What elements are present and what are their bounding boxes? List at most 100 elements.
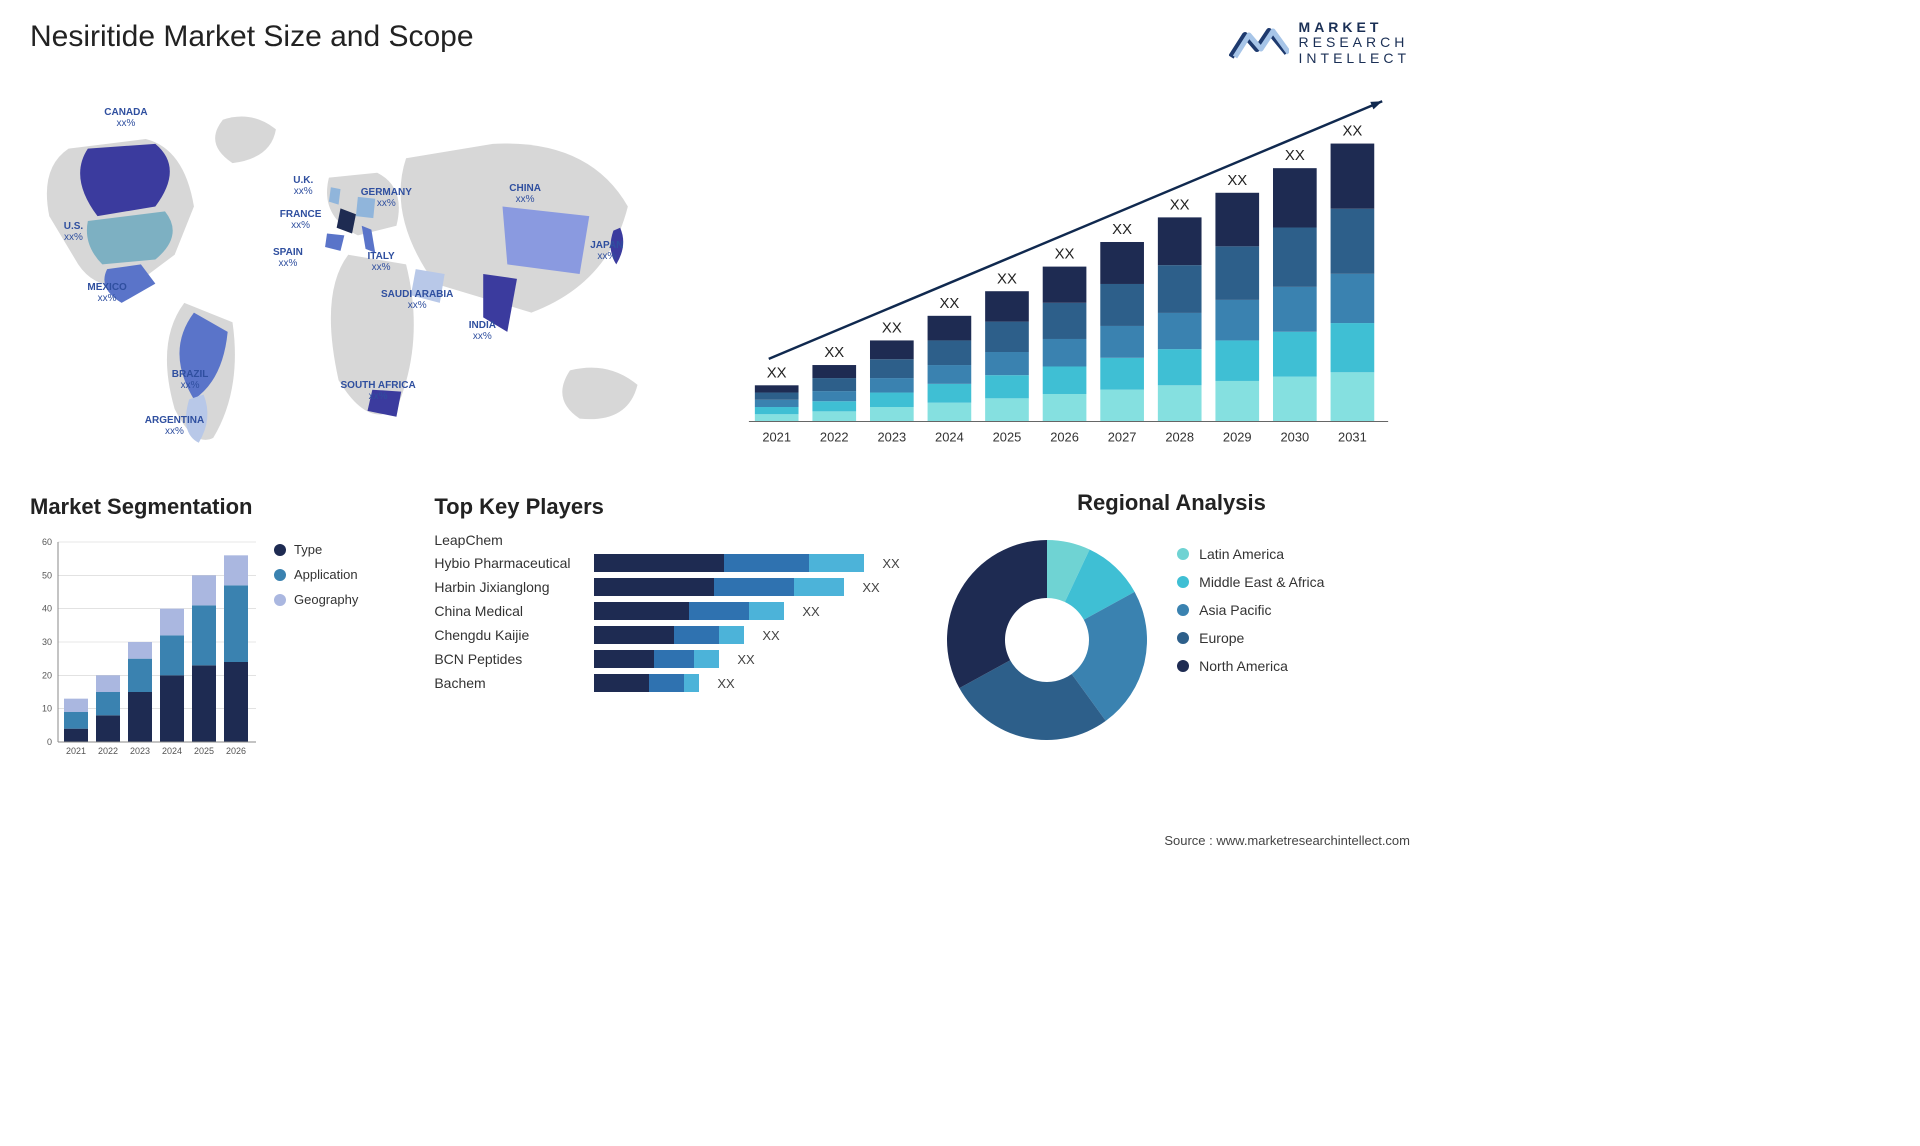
growth-bar-segment: [1158, 349, 1202, 385]
seg-bar-segment: [96, 715, 120, 742]
player-bar-segment: [674, 626, 719, 644]
swatch-icon: [274, 594, 286, 606]
player-bar-segment: [649, 674, 684, 692]
map-label: SAUDI ARABIAxx%: [381, 289, 453, 311]
seg-bar-segment: [64, 712, 88, 729]
growth-bar-segment: [985, 291, 1029, 321]
player-value: XX: [882, 556, 899, 571]
growth-bar-segment: [1100, 326, 1144, 358]
growth-bar-segment: [1215, 381, 1259, 422]
logo-line3: INTELLECT: [1299, 51, 1410, 66]
map-label: MEXICOxx%: [87, 282, 126, 304]
growth-bar-segment: [755, 414, 799, 421]
seg-bar-segment: [160, 675, 184, 742]
seg-ytick: 40: [42, 604, 52, 614]
seg-bar-segment: [128, 659, 152, 692]
players-list: LeapChemHybio PharmaceuticalXXHarbin Jix…: [434, 532, 907, 692]
growth-year-label: 2023: [877, 429, 906, 444]
player-value: XX: [802, 604, 819, 619]
player-row: Harbin Jixianglong XX: [434, 578, 907, 596]
player-bar-segment: [749, 602, 784, 620]
seg-year-label: 2021: [66, 746, 86, 756]
player-bar: [594, 554, 864, 572]
seg-year-label: 2023: [130, 746, 150, 756]
player-bar-segment: [719, 626, 744, 644]
growth-bar-label: XX: [1112, 222, 1132, 238]
growth-bar-segment: [1215, 340, 1259, 381]
swatch-icon: [1177, 576, 1189, 588]
growth-year-label: 2028: [1165, 429, 1194, 444]
seg-bar-segment: [192, 665, 216, 742]
map-label: JAPANxx%: [590, 240, 623, 262]
growth-bar-segment: [1100, 390, 1144, 422]
player-bar-segment: [594, 554, 724, 572]
growth-bar-segment: [812, 391, 856, 401]
player-bar: [594, 674, 699, 692]
map-label: CANADAxx%: [104, 107, 147, 129]
growth-bar-segment: [985, 398, 1029, 421]
seg-legend-label: Application: [294, 567, 358, 582]
map-label: FRANCExx%: [280, 209, 322, 231]
seg-legend-label: Geography: [294, 592, 358, 607]
growth-bar-segment: [755, 400, 799, 407]
growth-bar-segment: [1331, 144, 1375, 209]
source-attribution: Source : www.marketresearchintellect.com: [1164, 833, 1410, 848]
growth-bar-segment: [1043, 339, 1087, 367]
growth-bar-segment: [755, 393, 799, 400]
seg-bar-segment: [224, 555, 248, 585]
growth-year-label: 2024: [935, 429, 964, 444]
seg-bar-segment: [128, 692, 152, 742]
growth-bar-segment: [1043, 303, 1087, 339]
growth-bar-label: XX: [1227, 173, 1247, 189]
growth-bar-segment: [812, 401, 856, 411]
region-legend-label: North America: [1199, 658, 1288, 674]
region-legend-item: Europe: [1177, 630, 1324, 646]
growth-bar-segment: [1100, 358, 1144, 390]
seg-year-label: 2025: [194, 746, 214, 756]
swatch-icon: [274, 544, 286, 556]
growth-bar-label: XX: [997, 271, 1017, 287]
seg-ytick: 20: [42, 670, 52, 680]
growth-bar-segment: [928, 384, 972, 403]
seg-bar-segment: [64, 729, 88, 742]
growth-bar-segment: [1273, 287, 1317, 332]
region-legend-label: Europe: [1199, 630, 1244, 646]
region-legend-item: Latin America: [1177, 546, 1324, 562]
regional-legend: Latin America Middle East & Africa Asia Pa…: [1177, 534, 1324, 686]
seg-bar-segment: [160, 635, 184, 675]
player-bar-segment: [714, 578, 794, 596]
growth-bar-segment: [1215, 300, 1259, 341]
player-row: BachemXX: [434, 674, 907, 692]
region-legend-item: Asia Pacific: [1177, 602, 1324, 618]
regional-panel: Regional Analysis Latin AmericaMiddle Ea…: [937, 494, 1410, 794]
player-bar-segment: [809, 554, 864, 572]
growth-bar-segment: [812, 365, 856, 378]
growth-bar-segment: [1043, 267, 1087, 303]
seg-ytick: 50: [42, 570, 52, 580]
growth-chart-svg: XX2021XX2022XX2023XX2024XX2025XX2026XX20…: [735, 84, 1410, 461]
segmentation-title: Market Segmentation: [30, 494, 404, 520]
player-bar-segment: [794, 578, 844, 596]
growth-bar-segment: [1331, 209, 1375, 274]
map-label: ARGENTINAxx%: [145, 415, 204, 437]
map-label: U.K.xx%: [293, 175, 313, 197]
players-panel: Top Key Players LeapChemHybio Pharmaceut…: [434, 494, 907, 794]
player-value: XX: [862, 580, 879, 595]
growth-bar-segment: [1215, 246, 1259, 300]
seg-bar-segment: [128, 642, 152, 659]
seg-bar-segment: [96, 692, 120, 715]
player-name: Harbin Jixianglong: [434, 579, 584, 595]
growth-bar-label: XX: [1055, 247, 1075, 263]
player-bar-segment: [594, 650, 654, 668]
growth-year-label: 2031: [1338, 429, 1367, 444]
seg-bar-segment: [224, 585, 248, 662]
growth-bar-segment: [1043, 366, 1087, 394]
seg-legend-label: Type: [294, 542, 322, 557]
player-bar-segment: [594, 674, 649, 692]
seg-bar-segment: [224, 662, 248, 742]
region-legend-label: Middle East & Africa: [1199, 574, 1324, 590]
player-bar-segment: [594, 626, 674, 644]
growth-bar-segment: [1043, 394, 1087, 422]
player-bar-segment: [594, 578, 714, 596]
growth-bar-label: XX: [1342, 124, 1362, 140]
